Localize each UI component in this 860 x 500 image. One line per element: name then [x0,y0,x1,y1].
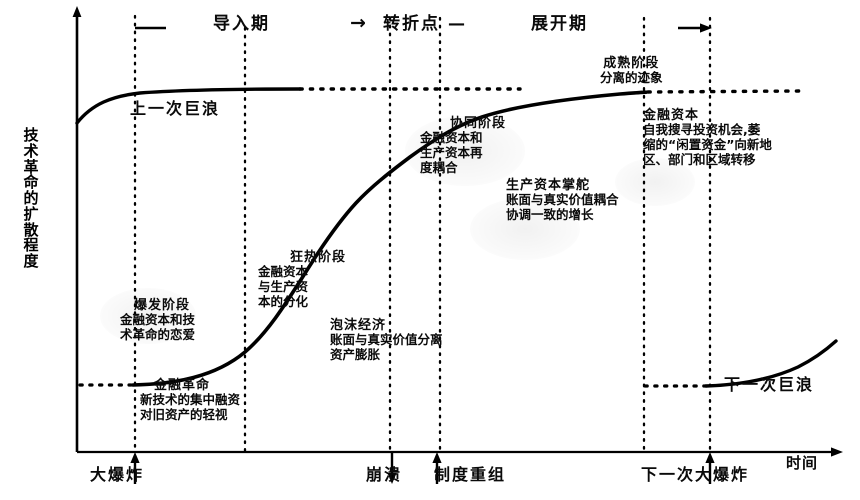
y-axis-label-char: 命 [23,173,39,192]
stage-block-production-capital: 生产资本掌舵 账面与真实价值耦合 协调一致的增长 [506,178,619,223]
stage-line: 分离的迹象 [600,70,663,86]
y-axis-label-char: 度 [23,252,39,270]
stage-line: 金融资本和技 [120,312,196,328]
curve-next-surge [704,339,838,388]
y-axis-label-char: 技 [23,126,39,144]
stage-title: 金融革命 [154,378,211,393]
stage-line: 术革命的恋爱 [120,327,196,343]
event-arrow-collapse [387,452,397,484]
x-event-label-collapse: 崩溃 [366,465,403,484]
period-label-deployment: 展开期 [531,14,588,34]
y-axis-label-char: 扩 [23,204,39,223]
stage-line: 区、部门和区域转移 [643,151,756,167]
scan-smudge [470,198,580,260]
top-bar-arrow-glyph: → [350,12,368,34]
stage-line: 账面与真实价值分离 [330,332,443,348]
stage-line: 生产资本再 [420,145,483,161]
period-divider-lines [133,14,712,454]
x-event-label-next-big-bang: 下一次大爆炸 [641,465,750,484]
stage-line: 金融资本 [258,264,309,280]
y-axis-label-char: 术 [23,141,39,160]
event-arrow-big-bang [130,452,140,484]
stage-block-financial-revolution: 金融革命 新技术的集中融资 对旧资产的轻视 [140,378,240,423]
curve-current-surge [131,90,648,387]
stage-block-frenzy: 狂热阶段 金融资本 与生产资 本的分化 [258,250,346,310]
y-axis-label-char: 程 [23,236,39,255]
stage-title: 狂热阶段 [290,250,347,265]
stage-line: 资产膨胀 [330,347,381,363]
curve-current-surge-dotted [646,89,802,94]
top-bar-arrow-to-divider [678,23,712,33]
y-axis-label-char: 的 [23,189,39,207]
x-event-label-big-bang: 大爆炸 [90,465,145,484]
stage-title: 爆发阶段 [134,298,191,313]
y-axis [72,6,82,452]
stage-title: 泡沫经济 [330,318,387,333]
stage-title: 协同阶段 [450,116,507,131]
scan-smudge [405,116,525,186]
stage-line: 度耦合 [420,159,458,175]
label-next-surge: 下一次巨浪 [724,375,815,394]
x-axis [77,447,843,457]
stage-line: 本的分化 [258,293,309,309]
scan-smudge [615,158,695,206]
x-event-label-recomposition: 制度重组 [434,465,507,484]
label-previous-surge: 上一次巨浪 [130,99,221,118]
stage-title: 生产资本掌舵 [506,178,591,193]
event-arrow-next-big-bang [705,452,715,484]
curve-previous-surge [75,87,302,125]
stage-line: 账面与真实价值耦合 [506,192,619,208]
stage-line: 自我搜寻投资机会,萎 [643,122,761,138]
top-bar-dash-glyph: — [448,14,467,34]
stage-line: 缩的“闲置资金”向新地 [643,137,772,153]
stage-block-financial-capital: 金融资本 自我搜寻投资机会,萎 缩的“闲置资金”向新地 区、部门和区域转移 [643,108,772,168]
stage-line: 金融资本和 [420,130,483,146]
y-axis-label: 技 术 革 命 的 扩 散 程 度 [18,126,44,270]
stage-line: 新技术的集中融资 [140,392,241,408]
stage-block-irruption: 爆发阶段 金融资本和技 术革命的恋爱 [120,298,195,343]
y-axis-label-char: 散 [23,220,39,239]
stage-line: 协调一致的增长 [506,207,594,223]
stage-line: 与生产资 [258,279,309,295]
stage-title: 成熟阶段 [603,56,660,71]
event-arrow-recomposition [432,452,442,484]
period-label-turning-point: 转折点 [383,14,440,34]
stage-line: 对旧资产的轻视 [140,407,228,423]
period-label-installation: 导入期 [213,14,270,34]
y-axis-label-char: 革 [23,157,39,176]
scan-smudge [100,288,196,344]
stage-block-bubble-economy: 泡沫经济 账面与真实价值分离 资产膨胀 [330,318,443,363]
stage-title: 金融资本 [643,108,700,123]
stage-block-synergy: 协同阶段 金融资本和 生产资本再 度耦合 [420,116,506,176]
x-axis-label: 时间 [786,454,819,472]
stage-block-maturity: 成熟阶段 分离的迹象 [600,56,663,86]
